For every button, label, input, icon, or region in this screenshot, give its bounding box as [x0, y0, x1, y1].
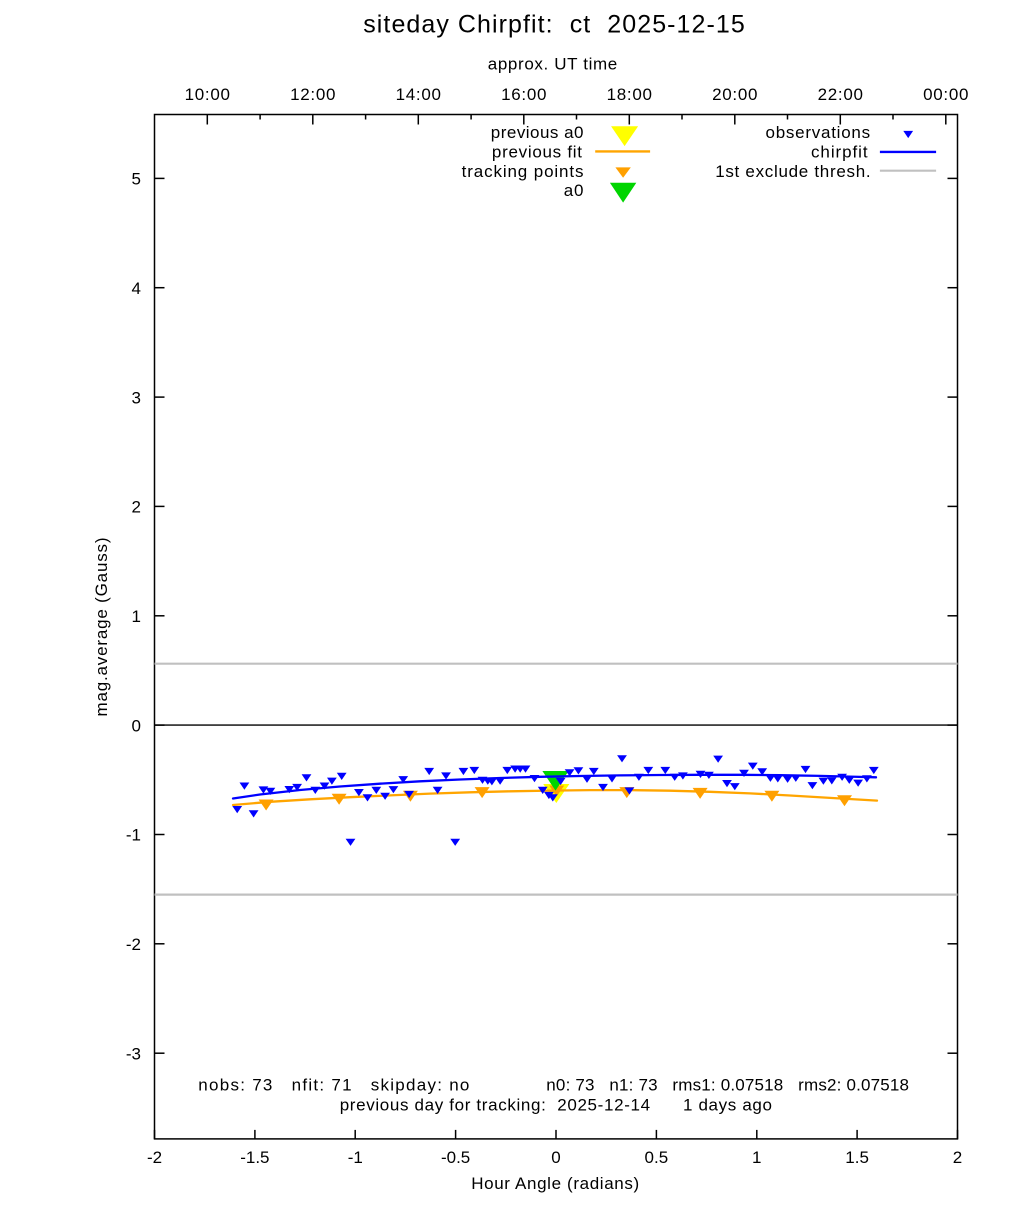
svg-text:2: 2 [132, 498, 141, 517]
svg-text:-3: -3 [126, 1044, 141, 1063]
svg-text:1.5: 1.5 [845, 1148, 869, 1167]
svg-text:-1: -1 [348, 1148, 363, 1167]
svg-text:chirpfit: chirpfit [811, 143, 868, 162]
svg-text:tracking points: tracking points [462, 162, 584, 181]
svg-text:-1: -1 [126, 826, 141, 845]
svg-text:14:00: 14:00 [396, 85, 441, 104]
svg-text:previous a0: previous a0 [491, 123, 584, 142]
svg-text:4: 4 [132, 279, 141, 298]
svg-text:1: 1 [752, 1148, 761, 1167]
svg-text:00:00: 00:00 [923, 85, 968, 104]
svg-text:10:00: 10:00 [185, 85, 230, 104]
svg-text:1: 1 [132, 607, 141, 626]
svg-text:1st exclude thresh.: 1st exclude thresh. [715, 162, 870, 181]
svg-text:mag.average (Gauss): mag.average (Gauss) [92, 538, 111, 717]
svg-text:12:00: 12:00 [290, 85, 335, 104]
svg-text:observations: observations [766, 123, 871, 142]
svg-text:nobs: 73 nfit: 71 skipday:: nobs: 73 nfit: 71 skipday: no [198, 1076, 469, 1095]
svg-text:3: 3 [132, 388, 141, 407]
svg-text:Hour Angle (radians): Hour Angle (radians) [471, 1174, 639, 1193]
svg-text:-2: -2 [126, 935, 141, 954]
svg-text:a0: a0 [564, 181, 584, 200]
svg-text:16:00: 16:00 [501, 85, 546, 104]
svg-text:22:00: 22:00 [818, 85, 863, 104]
svg-text:n0: 73 n1: 73 rms1: 0.0751: n0: 73 n1: 73 rms1: 0.07518 rms2: 0.0751… [546, 1076, 909, 1095]
svg-text:siteday Chirpfit: ct 2025-12: siteday Chirpfit: ct 2025-12-15 [363, 11, 745, 39]
svg-text:approx. UT time: approx. UT time [488, 54, 618, 73]
svg-text:18:00: 18:00 [607, 85, 652, 104]
svg-text:0.5: 0.5 [645, 1148, 669, 1167]
svg-text:2: 2 [953, 1148, 962, 1167]
svg-text:previous day for tracking: 20: previous day for tracking: 2025-12-14 1 … [340, 1095, 772, 1114]
svg-text:-2: -2 [147, 1148, 162, 1167]
svg-text:0: 0 [551, 1148, 560, 1167]
svg-text:0: 0 [132, 716, 141, 735]
svg-text:-1.5: -1.5 [240, 1148, 269, 1167]
svg-text:previous fit: previous fit [492, 143, 582, 162]
svg-text:5: 5 [132, 170, 141, 189]
svg-text:20:00: 20:00 [712, 85, 757, 104]
svg-text:-0.5: -0.5 [441, 1148, 470, 1167]
